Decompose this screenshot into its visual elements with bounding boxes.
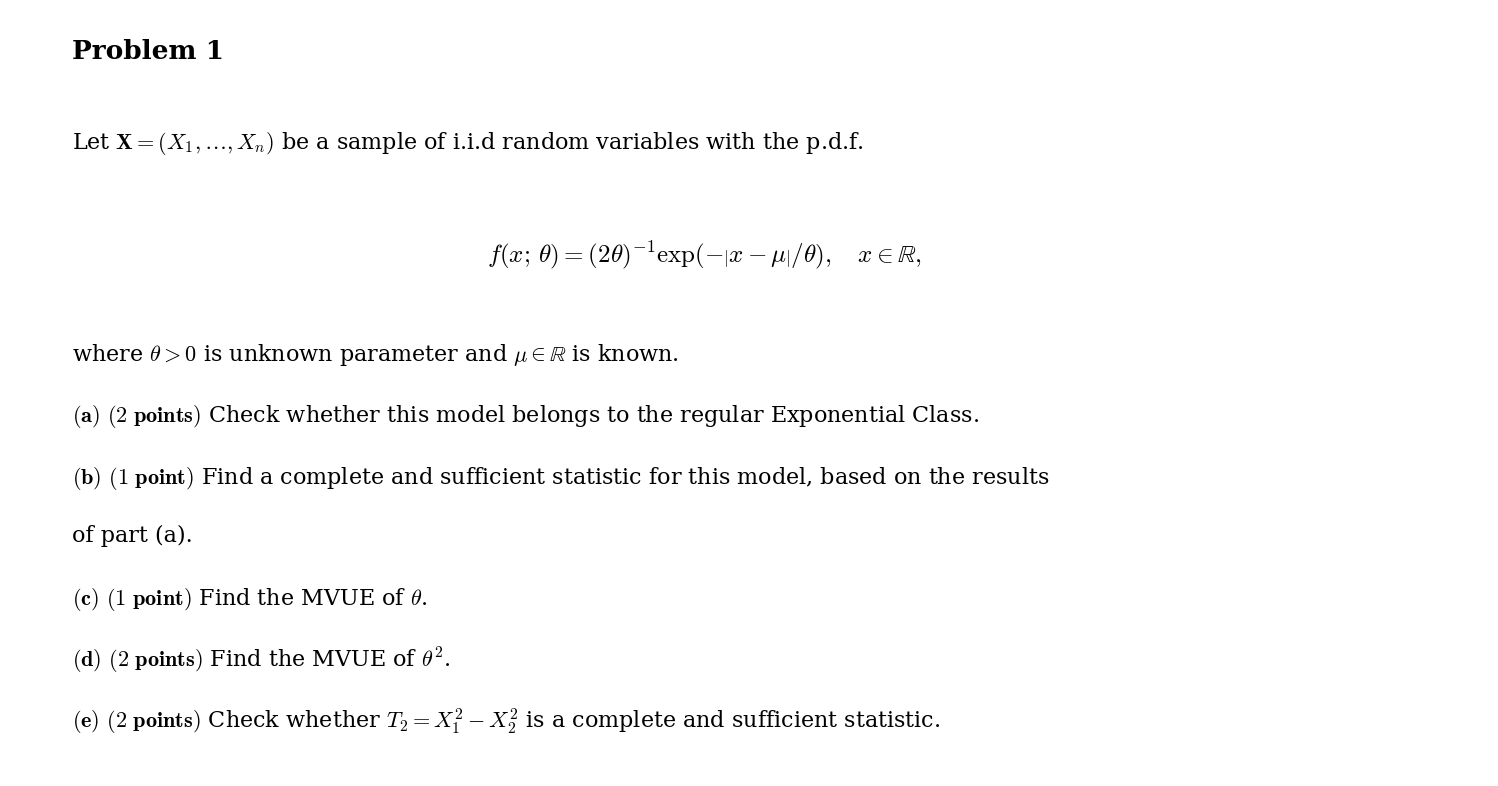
Text: where $\theta > 0$ is unknown parameter and $\mu \in \mathbb{R}$ is known.: where $\theta > 0$ is unknown parameter …: [72, 342, 679, 368]
Text: $\mathbf{(c)}$ $\mathbf{(1\ point)}$ Find the MVUE of $\theta$.: $\mathbf{(c)}$ $\mathbf{(1\ point)}$ Fin…: [72, 586, 427, 612]
Text: Let $\mathbf{X} = (X_1, \ldots, X_n)$ be a sample of i.i.d random variables with: Let $\mathbf{X} = (X_1, \ldots, X_n)$ be…: [72, 130, 863, 156]
Text: $\mathbf{(b)}$ $\mathbf{(1\ point)}$ Find a complete and sufficient statistic fo: $\mathbf{(b)}$ $\mathbf{(1\ point)}$ Fin…: [72, 465, 1049, 491]
Text: Problem 1: Problem 1: [72, 39, 223, 64]
Text: $\mathbf{(d)}$ $\mathbf{(2\ points)}$ Find the MVUE of $\theta^2$.: $\mathbf{(d)}$ $\mathbf{(2\ points)}$ Fi…: [72, 646, 451, 676]
Text: $\mathbf{(a)}$ $\mathbf{(2\ points)}$ Check whether this model belongs to the re: $\mathbf{(a)}$ $\mathbf{(2\ points)}$ Ch…: [72, 403, 978, 430]
Text: of part (a).: of part (a).: [72, 525, 193, 547]
Text: $f(x;\, \theta) = (2\theta)^{-1} \exp(- \left|x - \mu\right| /\theta), \quad x \: $f(x;\, \theta) = (2\theta)^{-1} \exp(- …: [487, 240, 921, 271]
Text: $\mathbf{(e)}$ $\mathbf{(2\ points)}$ Check whether $T_2 = X_1^2 - X_2^2$ is a c: $\mathbf{(e)}$ $\mathbf{(2\ points)}$ Ch…: [72, 707, 941, 737]
